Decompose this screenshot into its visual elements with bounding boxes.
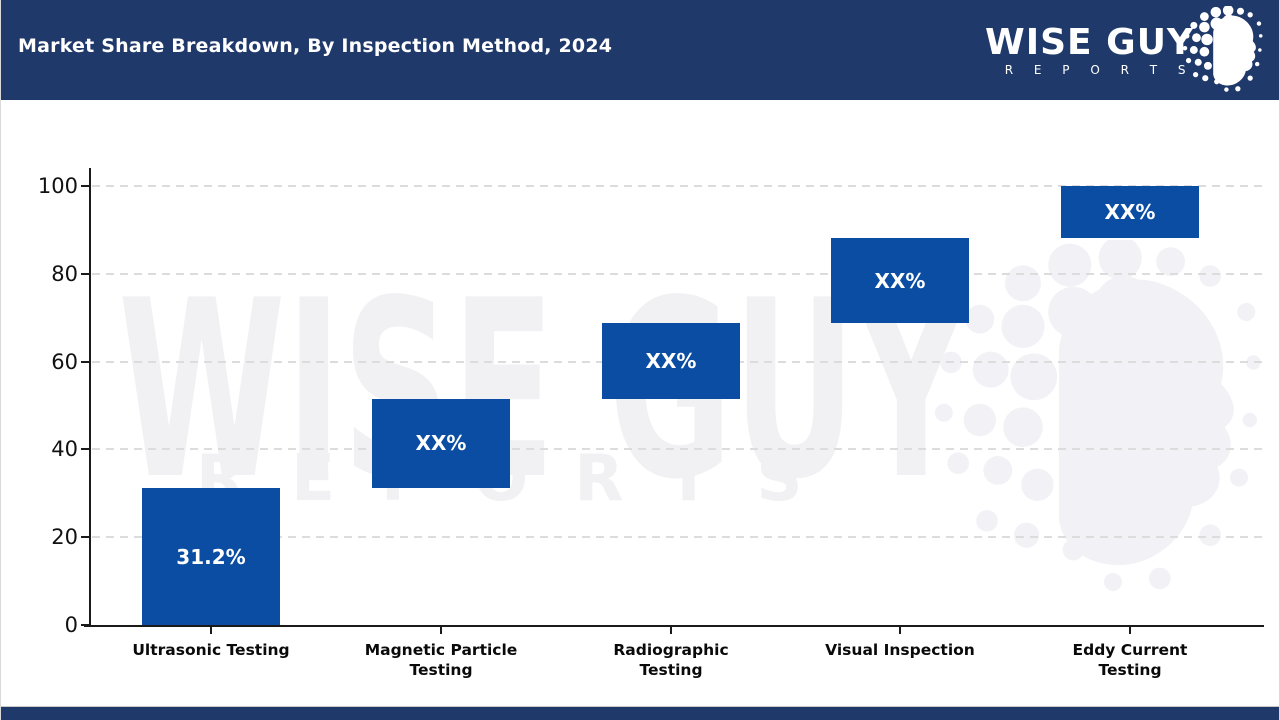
- y-axis-tick: [81, 448, 90, 451]
- footer-bar: [0, 706, 1280, 720]
- y-axis-tick: [81, 624, 90, 626]
- y-tick-label: 20: [51, 525, 78, 550]
- y-axis-tick: [81, 185, 90, 187]
- logo-primary-text: WISE GUY: [984, 22, 1194, 63]
- x-tick-label: Radiographic Testing: [613, 641, 729, 679]
- x-axis-tick: [670, 627, 672, 634]
- y-axis-line: [89, 168, 91, 627]
- gridline: [92, 185, 1262, 187]
- x-axis-tick: [440, 627, 442, 634]
- x-tick-label: Ultrasonic Testing: [132, 641, 290, 659]
- bar-value-label: XX%: [1104, 200, 1156, 225]
- gridline: [92, 272, 1262, 275]
- header-bar: Market Share Breakdown, By Inspection Me…: [0, 0, 1280, 100]
- x-tick-label: Eddy Current Testing: [1072, 641, 1188, 679]
- y-tick-label: 60: [51, 349, 78, 374]
- page-title: Market Share Breakdown, By Inspection Me…: [18, 35, 613, 57]
- logo-text: WISE GUY R E P O R T S: [984, 22, 1194, 78]
- bar-segment: XX%: [602, 323, 740, 399]
- bar-segment: XX%: [831, 238, 969, 324]
- x-tick-label: Visual Inspection: [825, 641, 975, 659]
- gridline: [92, 448, 1262, 451]
- y-axis-tick: [81, 272, 90, 275]
- y-tick-label: 100: [37, 174, 78, 198]
- x-axis-line: [84, 625, 1264, 627]
- x-tick-label: Magnetic Particle Testing: [364, 641, 518, 679]
- logo-secondary-text: R E P O R T S: [1004, 63, 1194, 77]
- y-tick-label: 80: [51, 261, 78, 286]
- bar-value-label: XX%: [874, 268, 926, 293]
- y-tick-label: 0: [64, 613, 78, 637]
- bar-segment: XX%: [1061, 186, 1199, 239]
- x-axis-tick: [899, 627, 901, 634]
- bar-value-label: XX%: [645, 349, 697, 374]
- y-tick-label: 40: [51, 437, 78, 462]
- bar-value-label: 31.2%: [176, 544, 246, 569]
- gridline: [92, 536, 1262, 539]
- wise-guy-reports-logo: WISE GUY R E P O R T S: [985, 6, 1270, 94]
- y-axis-tick: [81, 536, 90, 539]
- bar-segment: 31.2%: [142, 488, 280, 625]
- y-axis-tick: [81, 360, 90, 363]
- bar-segment: XX%: [372, 398, 510, 489]
- x-axis-tick: [210, 627, 212, 634]
- bar-value-label: XX%: [415, 431, 467, 456]
- x-axis-tick: [1129, 627, 1131, 634]
